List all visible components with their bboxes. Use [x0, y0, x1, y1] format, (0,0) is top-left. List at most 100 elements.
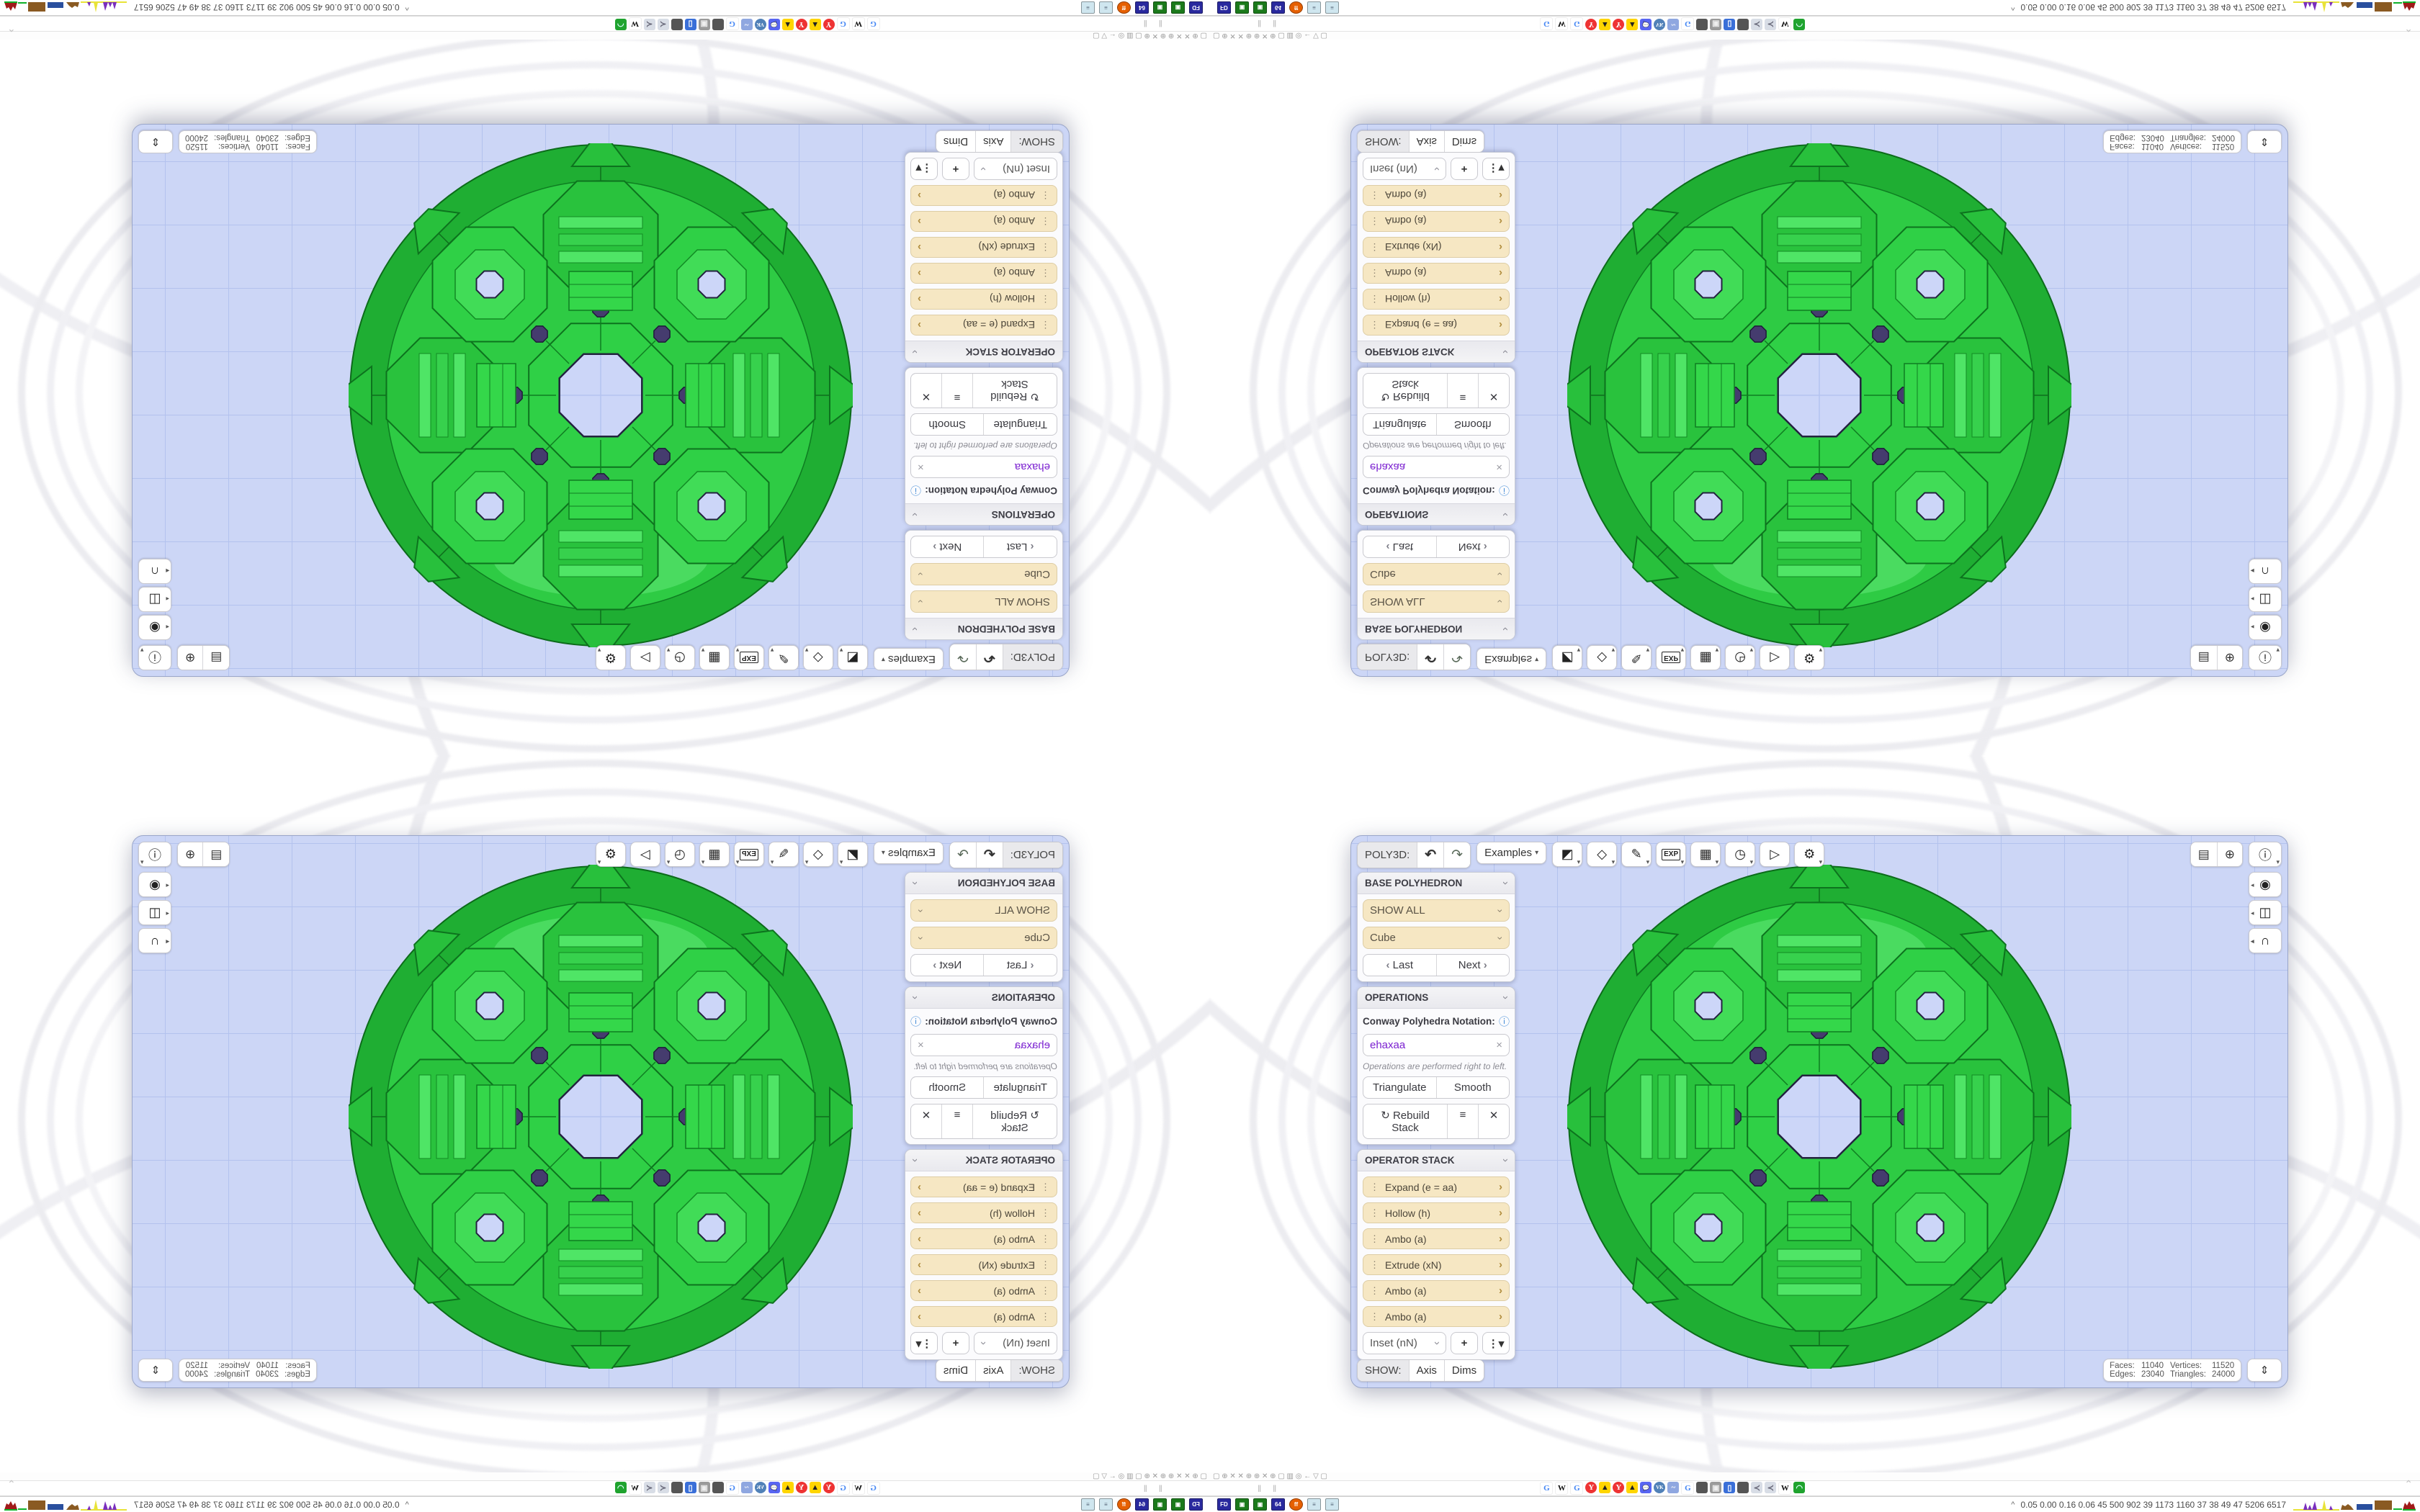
favicon-camera[interactable]: ▣ [698, 1482, 710, 1493]
favicon-bird[interactable]: ~ [740, 19, 753, 30]
last-button[interactable]: ‹ Last [1363, 536, 1437, 557]
stack-item-extrude[interactable]: ⋮ Extrude (xN) › [1363, 1254, 1510, 1275]
examples-dropdown[interactable]: Examples ▾ [874, 842, 943, 863]
info-icon[interactable]: ⓘ [1498, 1016, 1510, 1028]
cube-tool-button[interactable]: ◇ ▾ [1587, 645, 1618, 670]
tray-drive-icon[interactable]: ▣ [1235, 1498, 1249, 1511]
tray-floppy-icon[interactable]: 64 [1271, 1, 1285, 14]
play-tool-button[interactable]: ▷ [1760, 842, 1791, 867]
clock-tool-button[interactable]: ◷ ▾ [1725, 842, 1756, 867]
drag-handle-icon[interactable]: ⋮ [1041, 242, 1050, 253]
next-button[interactable]: Next › [911, 536, 984, 557]
browser-toolbar-icons[interactable]: ▢ ⊕ ✕ ✕ ⊕ ⊕ ✕ ⊕ ▢ ▥ ◎ ← ▽ ▢ [1093, 1472, 1207, 1480]
show-all-select[interactable]: SHOW ALL › [910, 899, 1057, 922]
examples-dropdown[interactable]: Examples ▾ [874, 649, 943, 670]
drag-handle-icon[interactable]: ⋮ [1041, 1207, 1050, 1218]
magnet-button[interactable]: ◂ ∩ [138, 559, 171, 584]
export-tool-button[interactable]: EXP ▾ [733, 842, 764, 867]
clear-icon[interactable]: × [918, 1039, 924, 1051]
favicon-image-site[interactable]: ▲ [1599, 1482, 1611, 1493]
tray-notepad-icon[interactable]: ≡ [1325, 1498, 1339, 1511]
tray-notepad-icon[interactable]: ≡ [1099, 1498, 1113, 1511]
favicon-avatar[interactable] [671, 19, 683, 30]
stack-item-ambo-3[interactable]: ⋮ Ambo (a) › [1363, 1306, 1510, 1327]
redo-button[interactable]: ↷ [1444, 644, 1471, 670]
expand-stats-button[interactable]: ⇕ [138, 130, 173, 153]
schedule-button[interactable]: ▤ [202, 842, 230, 866]
favicon-chat[interactable]: 💬 [1640, 19, 1652, 30]
shape-select[interactable]: Cube › [910, 927, 1057, 949]
settings-tool-button[interactable]: ⚙ ▾ [595, 645, 626, 670]
drag-handle-icon[interactable]: ⋮ [1370, 216, 1379, 228]
stack-list-button[interactable]: ≡ [941, 374, 972, 408]
operator-stack-header[interactable]: OPERATOR STACK › [905, 341, 1062, 362]
stack-item-ambo-2[interactable]: ⋮ Ambo (a) › [1363, 1280, 1510, 1301]
favicon-trash[interactable]: ▯ [1724, 19, 1736, 30]
stack-clear-button[interactable]: ✕ [911, 1104, 941, 1138]
smooth-button[interactable]: Smooth [1453, 418, 1492, 431]
magnet-button[interactable]: ◂ ∩ [138, 928, 171, 953]
favicon-avatar[interactable] [1737, 19, 1749, 30]
tray-drive-icon[interactable]: ▣ [1171, 1, 1185, 14]
settings-tool-button[interactable]: ⚙ ▾ [1794, 842, 1825, 867]
add-operator-select[interactable]: Inset (nN) › [974, 1332, 1057, 1354]
drag-handle-icon[interactable]: ⋮ [1370, 190, 1379, 202]
add-operator-select[interactable]: Inset (nN) › [1363, 1332, 1446, 1354]
examples-dropdown[interactable]: Examples ▾ [1477, 842, 1546, 863]
play-tool-button[interactable]: ▷ [1760, 645, 1791, 670]
favicon-ycombinator[interactable]: Y [795, 19, 807, 30]
stack-clear-button[interactable]: ✕ [1479, 1104, 1509, 1138]
fill-tool-button[interactable]: ◩ ▾ [837, 842, 868, 867]
notation-input[interactable]: ehaxaa × [1363, 1034, 1510, 1056]
add-operator-select[interactable]: Inset (nN) › [1363, 158, 1446, 180]
visibility-button[interactable]: ◂ ◉ [138, 615, 171, 640]
schedule-button[interactable]: ▤ [2190, 842, 2218, 866]
favicon-wikipedia[interactable]: W [1555, 17, 1569, 30]
drag-handle-icon[interactable]: ⋮ [1041, 268, 1050, 279]
clock-tool-button[interactable]: ◷ ▾ [664, 842, 695, 867]
favicon-camera[interactable]: ▣ [698, 19, 710, 30]
info-icon[interactable]: ⓘ [910, 1016, 922, 1028]
axis-toggle[interactable]: Axis [1409, 1360, 1445, 1381]
polyhedron-model[interactable] [349, 143, 853, 647]
favicon-google[interactable]: G [1540, 1482, 1554, 1495]
favicon-vk[interactable]: VK [1654, 19, 1666, 30]
grid-tool-button[interactable]: ▦ ▾ [1690, 842, 1721, 867]
fill-tool-button[interactable]: ◩ ▾ [1552, 842, 1583, 867]
stack-item-expand[interactable]: ⋮ Expand (e = aa) › [910, 1176, 1057, 1197]
stack-list-button[interactable]: ≡ [1448, 1104, 1479, 1138]
stack-item-expand[interactable]: ⋮ Expand (e = aa) › [1363, 1176, 1510, 1197]
expand-stats-button[interactable]: ⇕ [2247, 130, 2282, 153]
drag-handle-icon[interactable]: ⋮ [1041, 1284, 1050, 1296]
dock-caret-icon[interactable]: ⌃ [2404, 1478, 2413, 1490]
favicon-wikipedia[interactable]: W [628, 1482, 642, 1495]
layer-box-button[interactable]: ◂ ◫ [2249, 900, 2282, 925]
base-polyhedron-header[interactable]: BASE POLYHEDRON › [1358, 873, 1515, 894]
favicon-google[interactable]: G [866, 1482, 880, 1495]
triangulate-button[interactable]: Triangulate [983, 414, 1057, 435]
add-operator-button[interactable]: + [1451, 1332, 1478, 1354]
next-button[interactable]: Next › [1437, 536, 1510, 557]
operator-menu-button[interactable]: ⋮ ▾ [910, 158, 938, 180]
expand-stats-button[interactable]: ⇕ [2247, 1359, 2282, 1382]
clock-tool-button[interactable]: ◷ ▾ [1725, 645, 1756, 670]
undo-button[interactable]: ↶ [1417, 842, 1445, 868]
magnet-button[interactable]: ◂ ∩ [2249, 928, 2282, 953]
magnet-button[interactable]: ◂ ∩ [2249, 559, 2282, 584]
notation-input[interactable]: ehaxaa × [910, 1034, 1057, 1056]
favicon-frog[interactable]: ◠ [1793, 1482, 1806, 1493]
favicon-ycombinator[interactable]: Y [823, 19, 835, 30]
tray-notepad-icon[interactable]: ≡ [1307, 1498, 1321, 1511]
show-all-select[interactable]: SHOW ALL › [910, 590, 1057, 613]
operations-header[interactable]: OPERATIONS › [905, 987, 1062, 1009]
globe-button[interactable]: ⊕ [178, 842, 203, 866]
favicon-avatar[interactable] [1696, 19, 1708, 30]
favicon-fish[interactable]: ≺ [657, 1482, 669, 1493]
next-button[interactable]: Next › [1437, 955, 1510, 976]
drag-handle-icon[interactable]: ⋮ [1041, 320, 1050, 331]
cube-tool-button[interactable]: ◇ ▾ [1587, 842, 1618, 867]
add-operator-button[interactable]: + [942, 158, 969, 180]
draw-tool-button[interactable]: ✎ ▾ [1621, 842, 1652, 867]
dims-toggle[interactable]: Dims [1444, 131, 1484, 152]
collapse-caret-icon[interactable]: ^ [2011, 3, 2014, 12]
